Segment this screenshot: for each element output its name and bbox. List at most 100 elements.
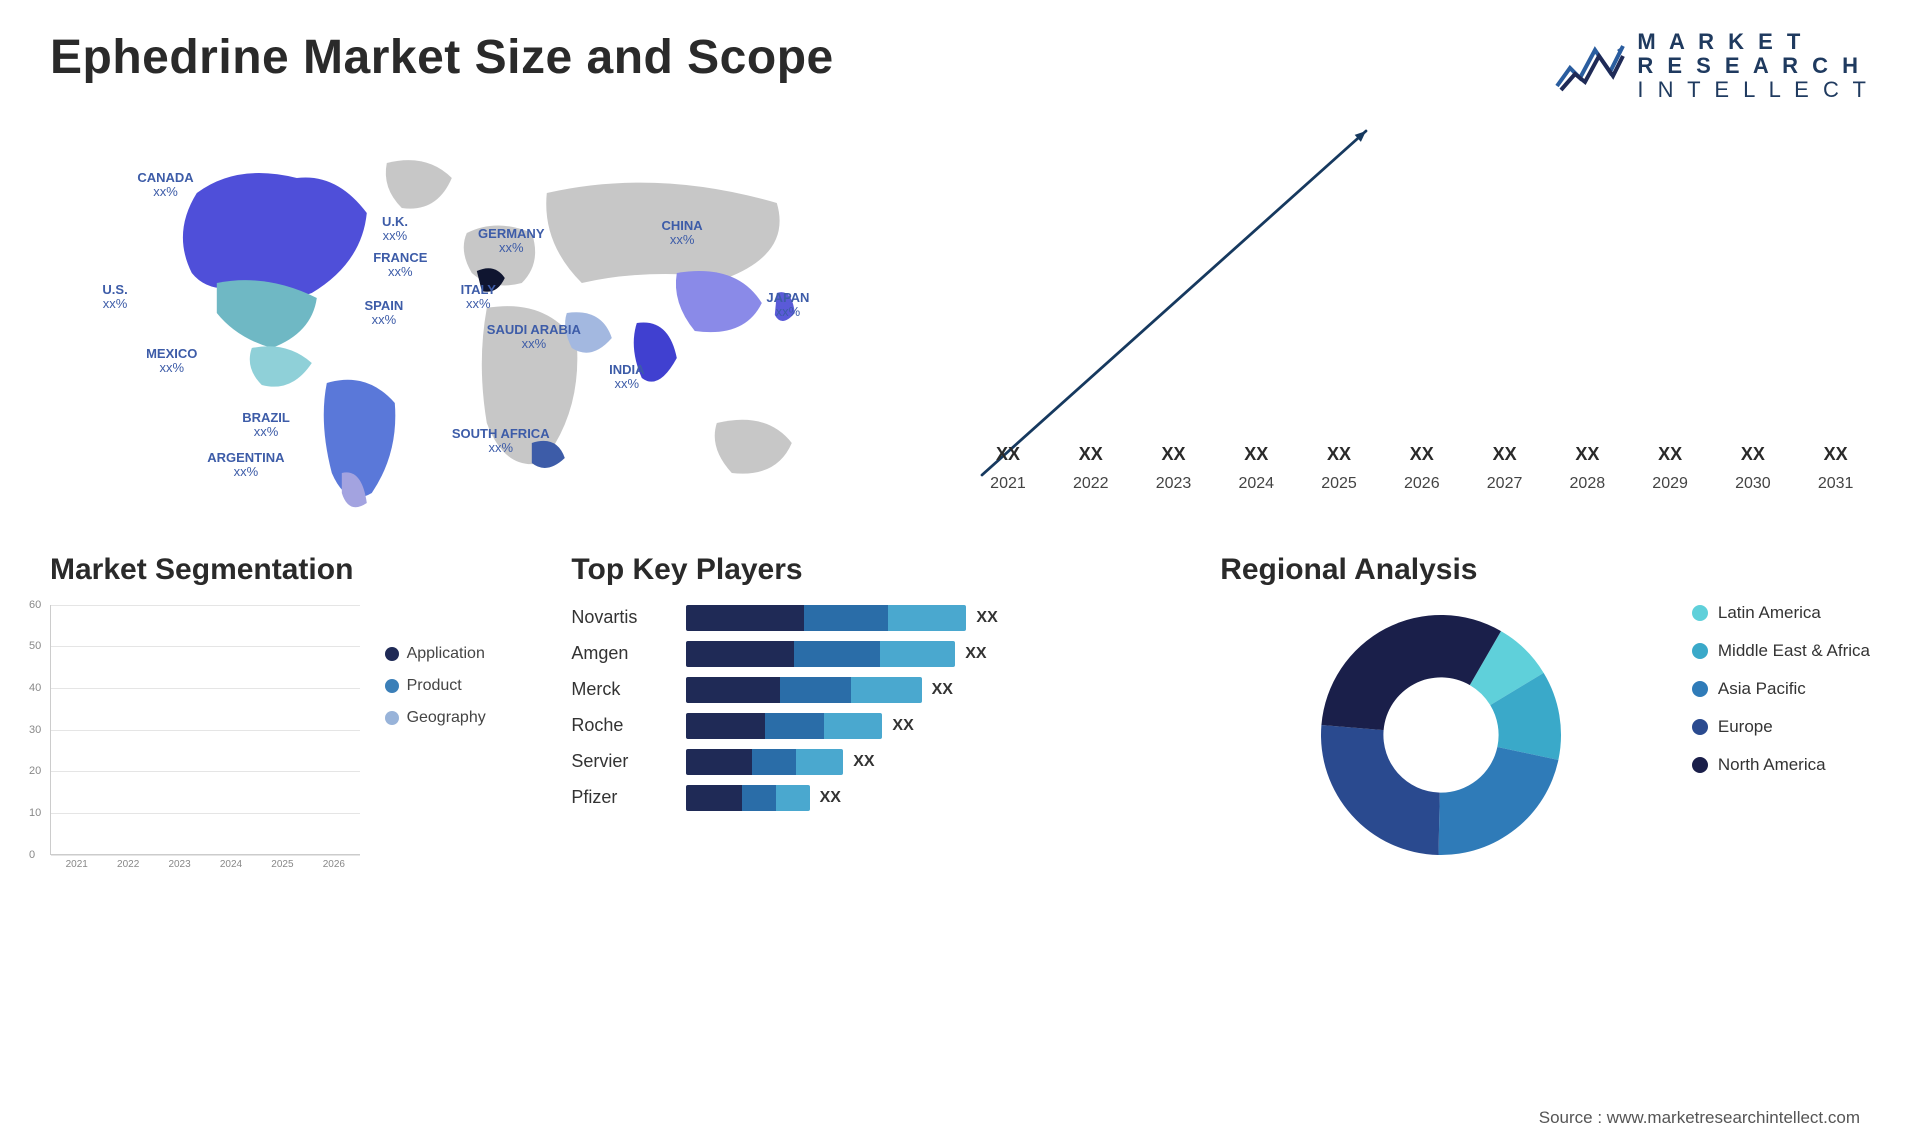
player-bar-segment (794, 641, 880, 667)
logo-text-3: I N T E L L E C T (1637, 78, 1870, 102)
player-name: Pfizer (571, 787, 671, 808)
player-bar-segment (686, 713, 764, 739)
country-label: U.K.xx% (382, 215, 408, 244)
player-bar-segment (804, 605, 888, 631)
player-value: XX (976, 609, 997, 627)
legend-item: Asia Pacific (1692, 679, 1870, 699)
y-axis-label: 60 (29, 599, 41, 611)
bar-value-label: XX (1162, 444, 1186, 465)
bar-year-label: 2022 (1073, 475, 1109, 493)
legend-label: Asia Pacific (1718, 679, 1806, 699)
legend-label: Latin America (1718, 603, 1821, 623)
player-bar-segment (851, 677, 922, 703)
bar-value-label: XX (1658, 444, 1682, 465)
legend-dot (1692, 643, 1708, 659)
legend-dot (1692, 757, 1708, 773)
y-axis-label: 20 (29, 765, 41, 777)
player-bar-segment (686, 785, 741, 811)
main-bar-col: XX2027 (1470, 444, 1539, 493)
player-value: XX (820, 789, 841, 807)
players-section: Top Key Players Novartis XX Amgen XX Merck XX… (571, 553, 1190, 860)
main-bar-col: XX2026 (1387, 444, 1456, 493)
country-label: SAUDI ARABIAxx% (487, 323, 581, 352)
player-bar-segment (880, 641, 955, 667)
country-label: U.S.xx% (102, 283, 127, 312)
legend-item: Geography (385, 709, 486, 727)
country-label: MEXICOxx% (146, 347, 197, 376)
main-bar-col: XX 2025 (1305, 444, 1374, 493)
legend-label: North America (1718, 755, 1826, 775)
bar-value-label: XX (1244, 444, 1268, 465)
bar-year-label: 2029 (1652, 475, 1688, 493)
legend-item: Middle East & Africa (1692, 641, 1870, 661)
player-name: Roche (571, 715, 671, 736)
country-label: ITALYxx% (461, 283, 496, 312)
main-bar-col: XX2028 (1553, 444, 1622, 493)
players-chart: NovartisXXAmgenXXMerckXXRocheXXServierXX… (571, 605, 1190, 811)
country-label: CHINAxx% (662, 219, 703, 248)
player-name: Servier (571, 751, 671, 772)
bar-value-label: XX (1410, 444, 1434, 465)
source-text: Source : www.marketresearchintellect.com (1539, 1108, 1860, 1128)
player-bar (686, 785, 809, 811)
country-label: SPAINxx% (364, 299, 403, 328)
segmentation-legend: ApplicationProductGeography (385, 605, 486, 855)
country-label: JAPANxx% (766, 291, 809, 320)
bar-year-label: 2025 (1321, 475, 1357, 493)
regional-legend: Latin America Middle East & Africa Asia Pa… (1692, 553, 1870, 860)
player-bar (686, 641, 955, 667)
player-bar-segment (780, 677, 851, 703)
player-row: Novartis XX (571, 605, 1190, 631)
x-axis-label: 2022 (117, 859, 139, 870)
player-row: RocheXX (571, 713, 1190, 739)
logo-text-1: M A R K E T (1637, 30, 1870, 54)
segmentation-section: Market Segmentation 01020304050602021202… (50, 553, 541, 860)
player-bar-wrap: XX (686, 785, 1190, 811)
regional-section: Regional Analysis Latin AmericaMiddle Ea… (1220, 553, 1870, 860)
donut-slice (1321, 615, 1501, 730)
main-bar-col: XX 2021 (974, 444, 1043, 493)
player-name: Amgen (571, 643, 671, 664)
donut-slice (1439, 747, 1559, 855)
donut-slice (1321, 725, 1440, 855)
brand-logo: M A R K E T R E S E A R C H I N T E L L … (1555, 30, 1870, 103)
player-bar-segment (742, 785, 776, 811)
main-bar-col: XX2022 (1056, 444, 1125, 493)
player-bar-segment (686, 749, 752, 775)
bar-value-label: XX (1327, 444, 1351, 465)
page-title: Ephedrine Market Size and Scope (50, 30, 834, 85)
world-map: CANADAxx%U.S.xx%MEXICOxx%BRAZILxx%ARGENT… (50, 123, 924, 523)
player-bar-wrap: XX (686, 641, 1190, 667)
bar-value-label: XX (1575, 444, 1599, 465)
player-bar-segment (888, 605, 966, 631)
legend-item: Application (385, 645, 486, 663)
legend-dot (1692, 719, 1708, 735)
main-bar-col: XX2031 (1801, 444, 1870, 493)
legend-dot (385, 647, 399, 661)
logo-icon (1555, 38, 1625, 94)
country-label: ARGENTINAxx% (207, 451, 284, 480)
players-title: Top Key Players (571, 553, 1190, 587)
player-bar-wrap: XX (686, 749, 1190, 775)
player-value: XX (853, 753, 874, 771)
y-axis-label: 50 (29, 640, 41, 652)
y-axis-label: 30 (29, 724, 41, 736)
country-label: CANADAxx% (137, 171, 193, 200)
legend-label: Middle East & Africa (1718, 641, 1870, 661)
bar-year-label: 2024 (1238, 475, 1274, 493)
player-name: Novartis (571, 607, 671, 628)
player-name: Merck (571, 679, 671, 700)
bar-value-label: XX (996, 444, 1020, 465)
legend-item: Europe (1692, 717, 1870, 737)
player-bar (686, 677, 921, 703)
player-bar-segment (686, 641, 794, 667)
player-row: Servier XX (571, 749, 1190, 775)
x-axis-label: 2021 (66, 859, 88, 870)
player-bar-segment (686, 605, 804, 631)
legend-dot (385, 711, 399, 725)
player-row: Amgen XX (571, 641, 1190, 667)
bar-year-label: 2021 (990, 475, 1026, 493)
player-value: XX (932, 681, 953, 699)
player-bar (686, 713, 882, 739)
player-bar-segment (824, 713, 883, 739)
